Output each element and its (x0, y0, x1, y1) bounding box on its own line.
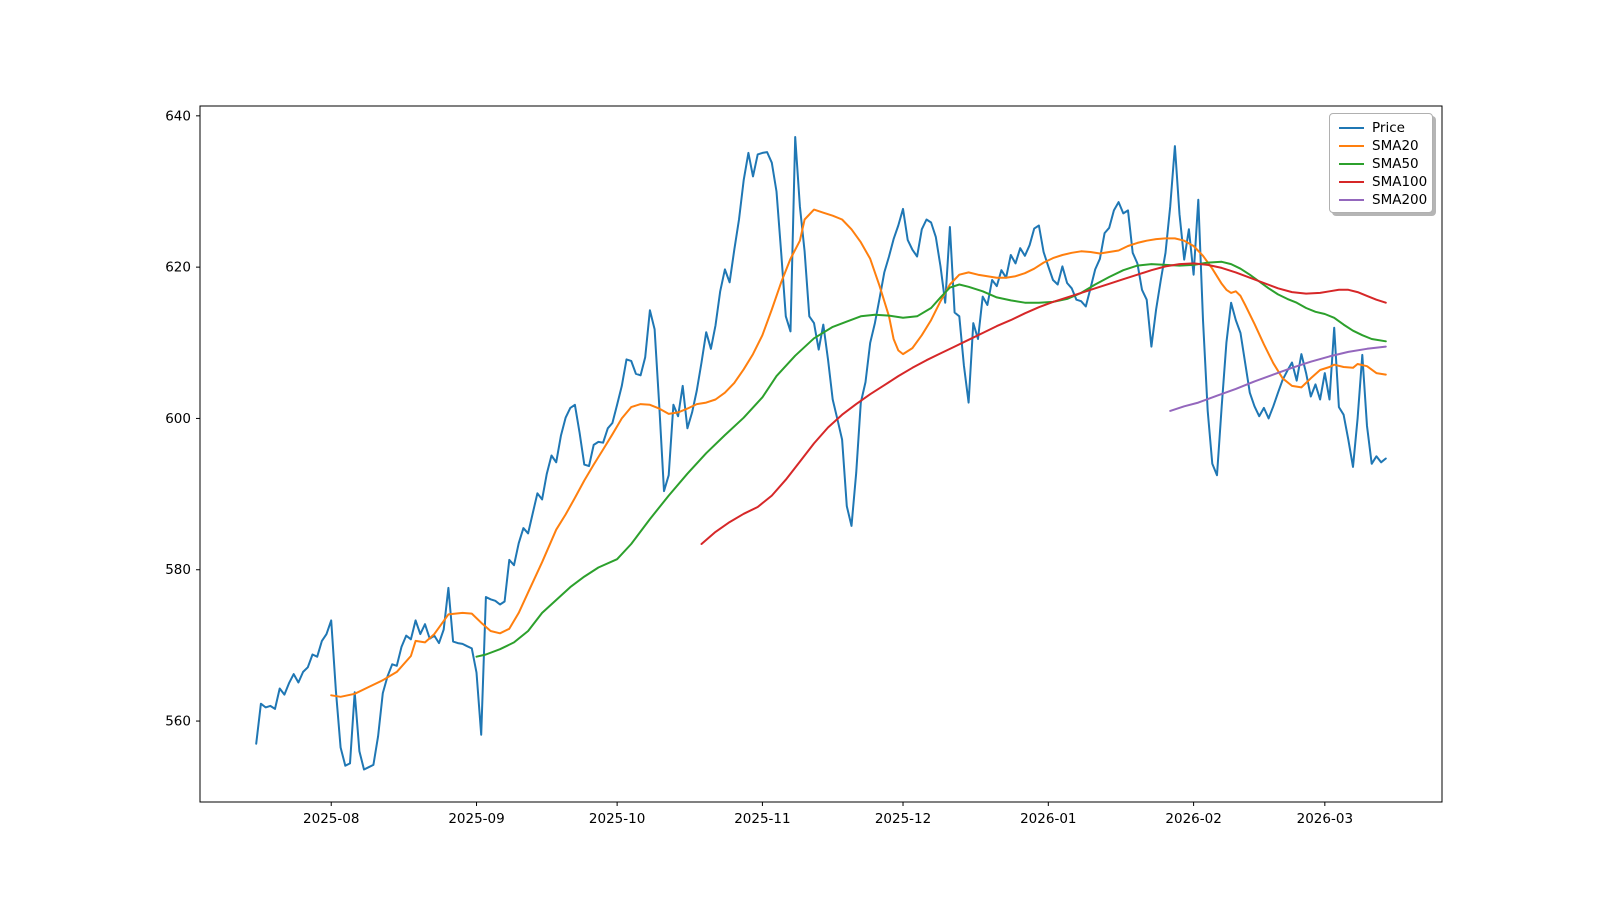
series-line-sma100 (700, 262, 1387, 545)
x-tick-label: 2025-10 (589, 811, 645, 827)
legend-label: SMA200 (1372, 192, 1428, 208)
x-tick-label: 2025-12 (875, 811, 931, 827)
legend-item-price: Price (1339, 119, 1424, 137)
legend-item-sma20: SMA20 (1339, 137, 1424, 155)
legend-line-swatch-sma100 (1339, 181, 1364, 183)
legend-label: SMA100 (1372, 174, 1428, 190)
y-tick-label: 640 (165, 108, 191, 124)
y-tick-label: 560 (165, 714, 191, 730)
x-tick-label: 2026-01 (1020, 811, 1076, 827)
series-line-sma50 (475, 260, 1387, 658)
legend-line-swatch-sma200 (1339, 199, 1364, 201)
legend-item-sma200: SMA200 (1339, 191, 1428, 209)
legend: Price SMA20 SMA50 SMA100 SMA200 (1329, 113, 1433, 213)
legend-line-swatch-sma50 (1339, 163, 1364, 165)
y-tick-label: 620 (165, 260, 191, 276)
x-tick-label: 2025-09 (448, 811, 504, 827)
legend-label: SMA20 (1372, 138, 1419, 154)
legend-label: SMA50 (1372, 156, 1419, 172)
x-tick-label: 2026-02 (1165, 811, 1221, 827)
series-line-sma200 (1169, 345, 1387, 412)
axes-spines (199, 105, 1443, 803)
legend-line-swatch-sma20 (1339, 145, 1364, 147)
x-tick-label: 2025-11 (734, 811, 790, 827)
x-tick-label: 2026-03 (1297, 811, 1353, 827)
x-tick-label: 2025-08 (303, 811, 359, 827)
legend-item-sma50: SMA50 (1339, 155, 1424, 173)
y-tick-label: 600 (165, 411, 191, 427)
series-line-sma20 (330, 208, 1387, 698)
y-tick-label: 580 (165, 562, 191, 578)
legend-line-swatch-price (1339, 127, 1364, 129)
legend-item-sma100: SMA100 (1339, 173, 1428, 191)
series-line-price (255, 136, 1387, 771)
legend-label: Price (1372, 120, 1405, 136)
